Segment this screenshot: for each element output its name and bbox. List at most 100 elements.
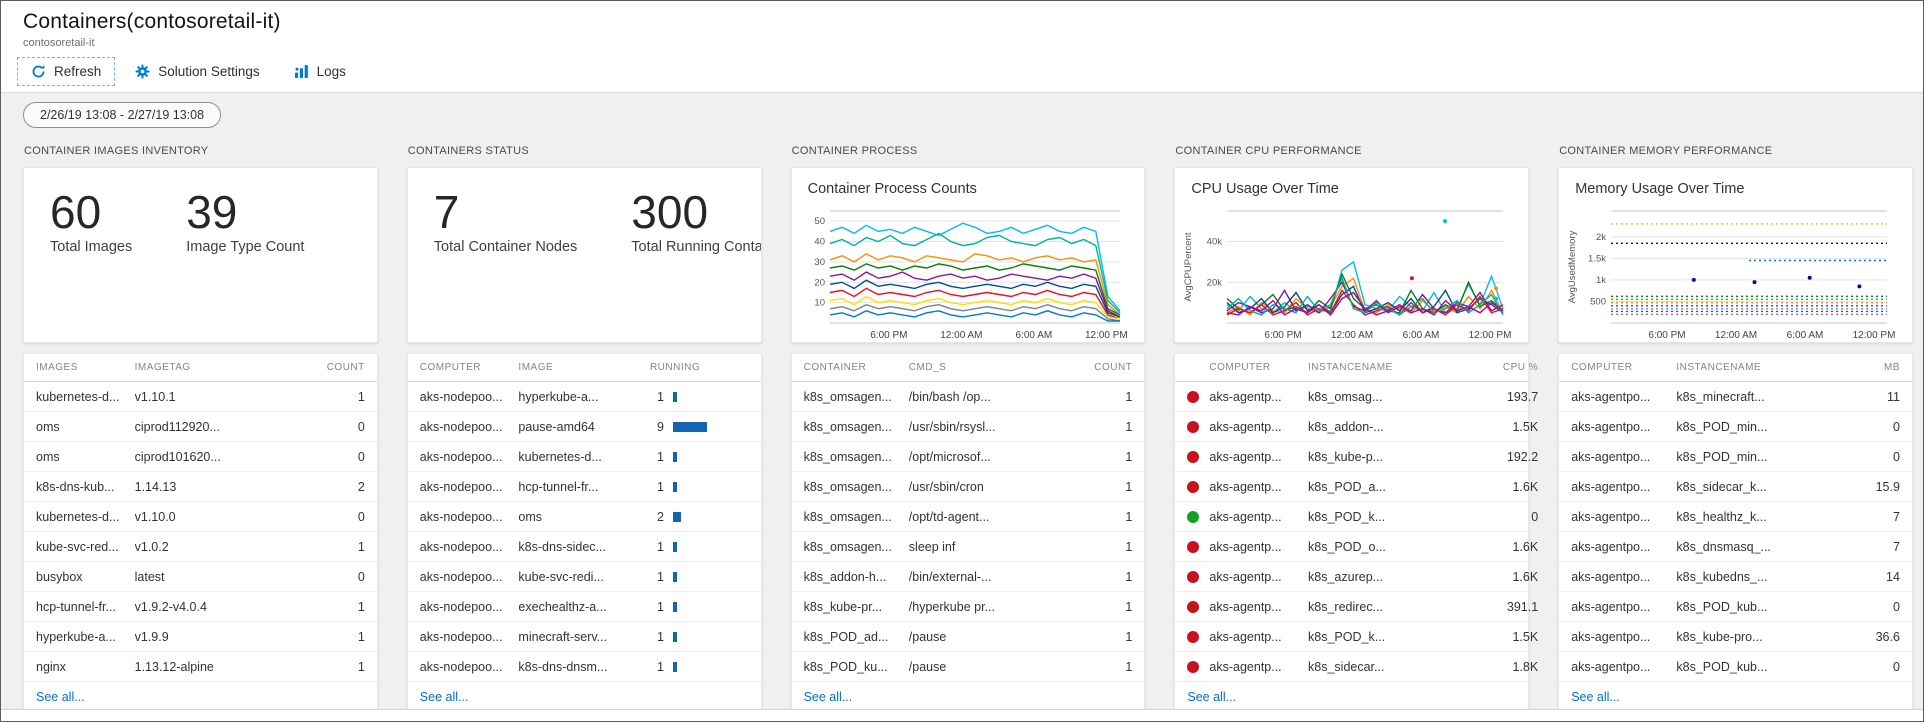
- table-row[interactable]: k8s_omsagen... /opt/microsof... 1: [791, 442, 1145, 472]
- cell: 0: [357, 569, 365, 584]
- table-row[interactable]: k8s_omsagen... /usr/sbin/cron 1: [791, 472, 1145, 502]
- stat-tile[interactable]: 39 Image Type Count: [186, 188, 304, 256]
- cell: k8s_kube-pr...: [803, 599, 883, 614]
- chart-canvas[interactable]: 10 20 30 40 50 6:00 PM 12:00 AM 6:00 AM 12:00 PM: [798, 201, 1128, 343]
- table-row[interactable]: hyperkube-a... v1.9.9 1: [24, 622, 377, 652]
- cell: /usr/sbin/rsysl...: [908, 419, 996, 434]
- memory-usage-over-time-chart[interactable]: 500 1k 1.5k 2k 6:00 PM 12:00 AM 6:00 AM 12:00 P…: [1559, 199, 1912, 343]
- table-row[interactable]: oms ciprod101620... 0: [24, 442, 377, 472]
- table-row[interactable]: aks-agentpo... k8s_minecraft... 11: [1559, 382, 1912, 412]
- time-range-pill[interactable]: 2/26/19 13:08 - 2/27/19 13:08: [23, 102, 222, 128]
- solution-settings-button[interactable]: Solution Settings: [121, 57, 273, 86]
- table-row[interactable]: aks-agentpo... k8s_POD_kub... 0: [1559, 652, 1912, 682]
- refresh-button[interactable]: Refresh: [17, 57, 116, 86]
- container-images-inventory-top-card[interactable]: 60 Total Images 39 Image Type Count: [23, 167, 378, 343]
- table-row[interactable]: aks-nodepoo... kubernetes-d... 1: [407, 442, 761, 472]
- chart-canvas[interactable]: 20k 40k 6:00 PM 12:00 AM 6:00 AM 12:00 PM AvgC…: [1181, 201, 1512, 343]
- cpu-usage-over-time-chart[interactable]: 20k 40k 6:00 PM 12:00 AM 6:00 AM 12:00 PM AvgC…: [1175, 199, 1528, 343]
- logs-button[interactable]: Logs: [280, 57, 360, 86]
- table-row[interactable]: hcp-tunnel-fr... v1.9.2-v4.0.4 1: [24, 592, 377, 622]
- containers-status-stats[interactable]: 7 Total Container Nodes 300 Total Running C…: [408, 168, 761, 256]
- table-row[interactable]: aks-nodepoo... hyperkube-a... 1: [407, 382, 761, 412]
- status-dot-red: [1187, 660, 1200, 673]
- table-row[interactable]: aks-nodepoo... hcp-tunnel-fr... 1: [407, 472, 761, 502]
- table-row[interactable]: aks-agentpo... k8s_POD_kub... 0: [1559, 592, 1912, 622]
- table-row[interactable]: aks-nodepoo... kube-svc-redi... 1: [407, 562, 761, 592]
- table-row[interactable]: k8s_addon-h... /bin/external-... 1: [791, 562, 1145, 592]
- table-row[interactable]: aks-agentpo... k8s_dnsmasq_... 7: [1559, 532, 1912, 562]
- table-row[interactable]: k8s_omsagen... /bin/bash /op... 1: [791, 382, 1145, 412]
- table-row[interactable]: k8s_omsagen... sleep inf 1: [791, 532, 1145, 562]
- cell: hyperkube-a...: [518, 389, 599, 404]
- container-cpu-performance-top-card[interactable]: CPU Usage Over Time 20k 40k 6:00 PM 12:00 AM…: [1174, 167, 1530, 343]
- table-row[interactable]: aks-nodepoo... pause-amd64 9: [407, 412, 761, 442]
- table-row[interactable]: aks-agentpo... k8s_kube-pro... 36.6: [1559, 622, 1912, 652]
- chart-point: [1443, 219, 1448, 224]
- stat-tile[interactable]: 60 Total Images: [50, 188, 132, 256]
- containers-status-top-card[interactable]: 7 Total Container Nodes 300 Total Running C…: [406, 167, 762, 343]
- cell: 7: [1893, 539, 1900, 554]
- table-row[interactable]: k8s_POD_ad... /pause 1: [791, 622, 1145, 652]
- table-row[interactable]: aks-agentp... k8s_POD_k... 1.5K: [1175, 622, 1538, 652]
- table-row[interactable]: k8s-dns-kub... 1.14.13 2: [24, 472, 377, 502]
- table-row[interactable]: aks-agentp... k8s_azurep... 1.6K: [1175, 562, 1538, 592]
- table-row[interactable]: busybox latest 0: [24, 562, 377, 592]
- table-row[interactable]: aks-nodepoo... minecraft-serv... 1: [407, 622, 761, 652]
- table-row[interactable]: aks-agentpo... k8s_POD_min... 0: [1559, 442, 1912, 472]
- stat-tile[interactable]: 7 Total Container Nodes: [434, 188, 577, 256]
- cell: 1: [1125, 449, 1133, 464]
- table-row[interactable]: k8s_kube-pr... /hyperkube pr... 1: [791, 592, 1145, 622]
- cell: pause-amd64: [518, 419, 595, 434]
- column-header-images: IMAGES: [36, 362, 78, 373]
- table-row[interactable]: k8s_omsagen... /opt/td-agent... 1: [791, 502, 1145, 532]
- table-row[interactable]: aks-agentpo... k8s_kubedns_... 14: [1559, 562, 1912, 592]
- container-process-counts-chart[interactable]: 10 20 30 40 50 6:00 PM 12:00 AM 6:00 AM 12:00 PM: [792, 199, 1145, 343]
- table-row[interactable]: aks-agentp... k8s_omsag... 193.7: [1175, 382, 1538, 412]
- table-row[interactable]: aks-agentp... k8s_POD_k... 0: [1175, 502, 1538, 532]
- see-all-link[interactable]: See all...: [803, 690, 853, 704]
- chart-canvas[interactable]: 500 1k 1.5k 2k 6:00 PM 12:00 AM 6:00 AM 12:00 P…: [1565, 201, 1896, 343]
- see-all-link[interactable]: See all...: [419, 690, 469, 704]
- table-row[interactable]: kubernetes-d... v1.10.0 0: [24, 502, 377, 532]
- cell: k8s_POD_a...: [1308, 479, 1386, 494]
- table-row[interactable]: aks-nodepoo... oms 2: [407, 502, 761, 532]
- cell: k8s_azurep...: [1308, 569, 1384, 584]
- table-row[interactable]: aks-agentpo... k8s_POD_min... 0: [1559, 412, 1912, 442]
- table-row[interactable]: aks-nodepoo... k8s-dns-dnsm... 1: [407, 652, 761, 682]
- table-row[interactable]: oms ciprod112920... 0: [24, 412, 377, 442]
- table-row[interactable]: aks-agentp... k8s_redirec... 391.1: [1175, 592, 1538, 622]
- table-row[interactable]: aks-agentp... k8s_kube-p... 192.2: [1175, 442, 1538, 472]
- see-all-link[interactable]: See all...: [1571, 690, 1620, 704]
- table-row[interactable]: aks-agentp... k8s_POD_o... 1.6K: [1175, 532, 1538, 562]
- table-row[interactable]: aks-agentpo... k8s_healthz_k... 7: [1559, 502, 1912, 532]
- table-row[interactable]: k8s_POD_ku... /pause 1: [791, 652, 1145, 682]
- table-row[interactable]: aks-nodepoo... exechealthz-a... 1: [407, 592, 761, 622]
- container-memory-performance-top-card[interactable]: Memory Usage Over Time 500 1k 1.5k 2k 6:00 PM…: [1558, 167, 1913, 343]
- table-row[interactable]: aks-agentp... k8s_POD_a... 1.6K: [1175, 472, 1538, 502]
- cell: v1.0.2: [134, 539, 169, 554]
- see-all-link[interactable]: See all...: [36, 690, 85, 704]
- table-row[interactable]: k8s_omsagen... /usr/sbin/rsysl... 1: [791, 412, 1145, 442]
- container-process-top-card[interactable]: Container Process Counts 10 20 30 40 50 6:00 P…: [790, 167, 1146, 343]
- y-tick-label: 50: [814, 216, 825, 227]
- table-row[interactable]: kubernetes-d... v1.10.1 1: [24, 382, 377, 412]
- cell: 1: [650, 570, 749, 584]
- column-header-computer: COMPUTER: [419, 362, 482, 373]
- horizontal-scrollbar[interactable]: [1, 709, 1923, 721]
- table-row[interactable]: aks-agentpo... k8s_sidecar_k... 15.9: [1559, 472, 1912, 502]
- table-row[interactable]: aks-agentp... k8s_addon-... 1.5K: [1175, 412, 1538, 442]
- cell: k8s_POD_o...: [1308, 539, 1386, 554]
- cell: 0: [357, 509, 365, 524]
- y-tick-label: 30: [814, 257, 825, 268]
- container-images-inventory-stats[interactable]: 60 Total Images 39 Image Type Count: [24, 168, 377, 256]
- column-header-running: RUNNING: [649, 362, 701, 373]
- running-count: 1: [656, 449, 664, 464]
- status-dot-green: [1187, 510, 1200, 523]
- table-row[interactable]: nginx 1.13.12-alpine 1: [24, 652, 377, 682]
- cell: 1.8K: [1512, 659, 1539, 674]
- table-row[interactable]: aks-nodepoo... k8s-dns-sidec... 1: [407, 532, 761, 562]
- table-row[interactable]: aks-agentp... k8s_sidecar... 1.8K: [1175, 652, 1538, 682]
- table-row[interactable]: kube-svc-red... v1.0.2 1: [24, 532, 377, 562]
- see-all-link[interactable]: See all...: [1187, 690, 1237, 704]
